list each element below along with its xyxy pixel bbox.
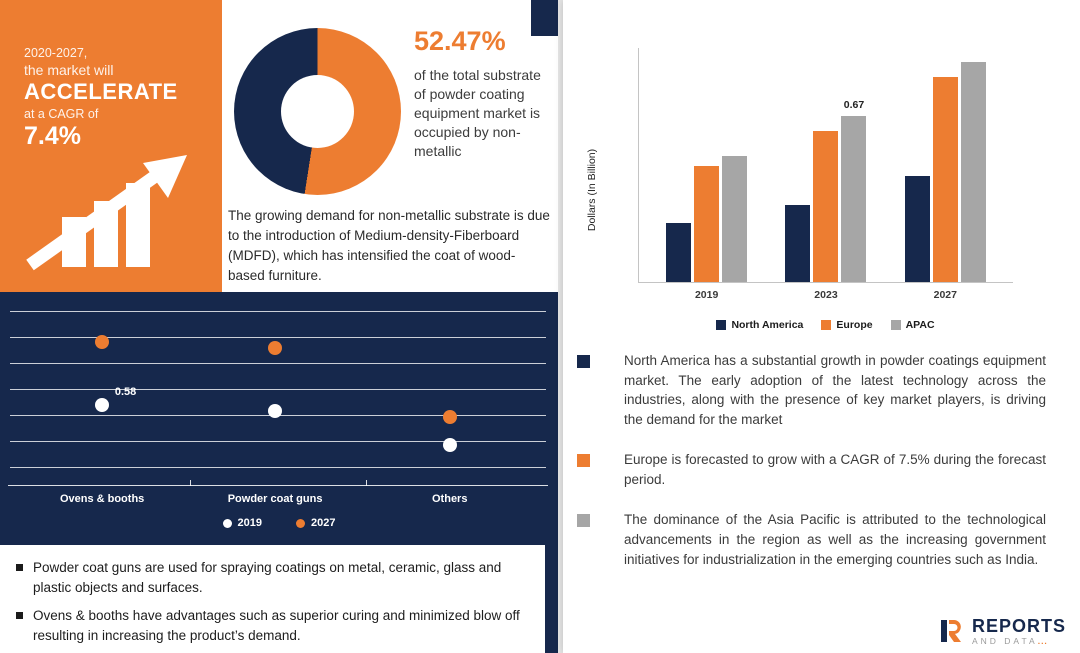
top-section: 2020-2027, the market will ACCELERATE at…: [0, 0, 558, 292]
north-america-marker: [577, 355, 590, 368]
donut-note: The growing demand for non-metallic subs…: [228, 208, 550, 283]
bullet-item: Ovens & booths have advantages such as s…: [14, 606, 531, 645]
product-dot-chart: 0.58 Ovens & booths Powder coat guns Oth…: [0, 292, 558, 545]
donut-description: of the total substrate of powder coating…: [414, 67, 541, 159]
donut-chart: [234, 28, 401, 195]
category-label-others: Others: [432, 493, 468, 505]
region-note-apac: The dominance of the Asia Pacific is att…: [577, 510, 1046, 569]
bar-group-2027: 2027: [904, 48, 986, 301]
bar-category-label: 2019: [694, 289, 719, 301]
bar-apac-2023: 0.67: [841, 99, 867, 282]
bar-legend-item-north-america: North America: [716, 319, 803, 331]
bar-apac-2027: [960, 61, 986, 282]
donut-percent-value: 52.47%: [414, 26, 506, 56]
bar-chart-plot: 2019 0.67 2023 2027: [638, 48, 1013, 301]
product-notes: Powder coat guns are used for spraying c…: [0, 545, 545, 653]
bar-category-label: 2027: [933, 289, 957, 301]
bullet-text: Powder coat guns are used for spraying c…: [33, 560, 502, 595]
dot-2027-2: [442, 410, 457, 425]
dot-chart-axis: [8, 485, 548, 486]
logo-subtitle: AND DATA...: [971, 635, 1048, 646]
callout-line: the market will: [24, 62, 114, 78]
region-note-text: North America has a substantial growth i…: [624, 353, 1046, 427]
reports-and-data-logo: REPORTS AND DATA...: [939, 617, 1066, 646]
europe-marker: [577, 454, 590, 468]
apac-marker: [577, 514, 590, 528]
region-note-north-america: North America has a substantial growth i…: [577, 351, 1046, 429]
regional-bar-chart: Dollars (In Billion) 2019 0.67 2023 2027 No…: [586, 48, 1013, 331]
bar-europe-2027: [932, 76, 958, 282]
dot-2027-0: [95, 335, 110, 350]
bar-apac-2019: [722, 155, 748, 282]
callout-period: 2020-2027,: [24, 46, 88, 60]
dot-2019-1: [268, 403, 283, 418]
bar-category-label: 2023: [814, 289, 838, 301]
category-label-ovens-booths: Ovens & booths: [59, 493, 145, 505]
dot-2019-0: [95, 397, 110, 412]
dot-value-label: 0.58: [114, 385, 137, 398]
y-axis-label: Dollars (In Billion): [586, 148, 598, 231]
bottom-section: Powder coat guns are used for spraying c…: [0, 545, 558, 653]
callout-accelerate: ACCELERATE: [24, 79, 178, 104]
bar-europe-2023: [813, 131, 839, 282]
logo-name: REPORTS: [971, 615, 1066, 636]
dot-legend-item-2019: 2019: [222, 517, 262, 529]
logo-text: REPORTS AND DATA...: [972, 617, 1066, 646]
callout-line: at a CAGR of: [24, 107, 99, 121]
logo-icon: [940, 619, 961, 642]
bar-chart-legend: North America Europe APAC: [638, 319, 1013, 331]
donut-caption: 52.47% of the total substrate of powder …: [414, 26, 552, 160]
dot-legend-item-2027: 2027: [296, 517, 335, 529]
corner-accent-block: [531, 0, 558, 36]
bar-value-label: 0.67: [843, 99, 865, 112]
bar-north-america-2019: [666, 222, 692, 282]
cagr-callout: 2020-2027, the market will ACCELERATE at…: [0, 0, 222, 292]
bar-legend-item-apac: APAC: [890, 319, 935, 331]
growth-arrow-chart-icon: [22, 153, 194, 276]
bar-north-america-2027: [904, 175, 930, 282]
bullet-marker: [16, 612, 23, 620]
right-card: Dollars (In Billion) 2019 0.67 2023 2027 No…: [563, 0, 1080, 653]
bar-group-2023: 0.67 2023: [785, 48, 867, 301]
bullet-item: Powder coat guns are used for spraying c…: [14, 558, 531, 597]
axis-tick: [366, 480, 368, 486]
dot-chart-legend: 2019 2027: [0, 517, 558, 529]
callout-cagr-value: 7.4%: [24, 122, 81, 150]
bar-europe-2019: [694, 165, 720, 282]
bar-legend-item-europe: Europe: [821, 319, 873, 331]
donut-hole: [281, 75, 354, 148]
bar-group-2019: 2019: [666, 48, 748, 301]
region-note-text: The dominance of the Asia Pacific is att…: [624, 512, 1046, 567]
bullet-marker: [16, 564, 23, 571]
region-note-text: Europe is forecasted to grow with a CAGR…: [624, 452, 1046, 487]
category-label-powder-coat-guns: Powder coat guns: [227, 493, 323, 505]
left-column: 2020-2027, the market will ACCELERATE at…: [0, 0, 558, 653]
bullet-text: Ovens & booths have advantages such as s…: [33, 608, 520, 643]
region-note-europe: Europe is forecasted to grow with a CAGR…: [577, 450, 1046, 489]
axis-tick: [189, 480, 191, 486]
logo-dots: ...: [1037, 635, 1048, 646]
side-accent-strip: [545, 545, 558, 653]
dot-2019-2: [442, 438, 457, 453]
regional-notes: North America has a substantial growth i…: [577, 351, 1046, 569]
dot-2027-1: [268, 341, 283, 356]
bar-north-america-2023: [785, 205, 811, 282]
